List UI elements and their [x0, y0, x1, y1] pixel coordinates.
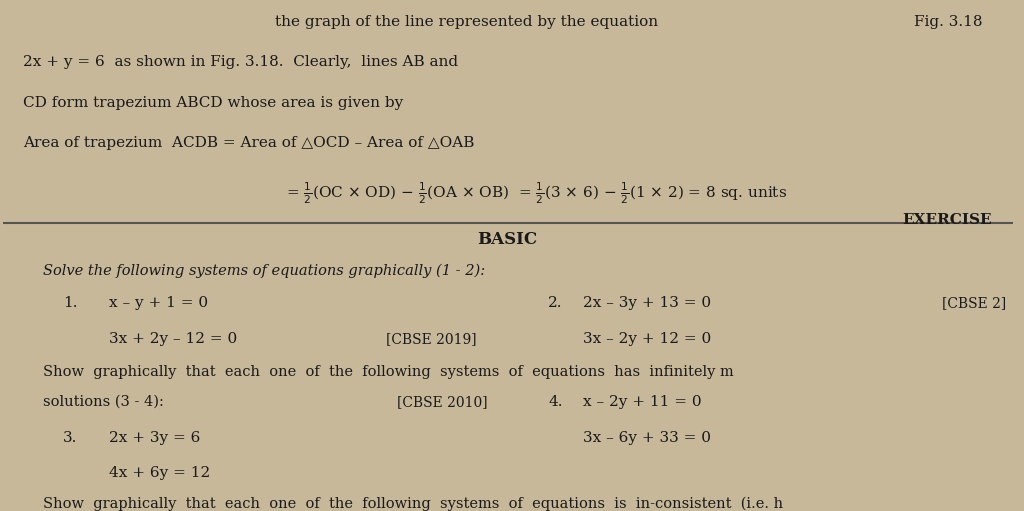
- Text: 2x + 3y = 6: 2x + 3y = 6: [109, 431, 200, 445]
- Text: 2x – 3y + 13 = 0: 2x – 3y + 13 = 0: [584, 296, 712, 310]
- Text: CD form trapezium ABCD whose area is given by: CD form trapezium ABCD whose area is giv…: [23, 96, 403, 110]
- Text: x – y + 1 = 0: x – y + 1 = 0: [109, 296, 208, 310]
- Text: Area of trapezium  ACDB = Area of △OCD – Area of △OAB: Area of trapezium ACDB = Area of △OCD – …: [23, 136, 474, 150]
- Text: 3.: 3.: [63, 431, 78, 445]
- Text: the graph of the line represented by the equation: the graph of the line represented by the…: [275, 15, 658, 29]
- Text: Show  graphically  that  each  one  of  the  following  systems  of  equations  : Show graphically that each one of the fo…: [43, 496, 783, 510]
- Text: Solve the following systems of equations graphically (1 - 2):: Solve the following systems of equations…: [43, 264, 485, 278]
- Text: Show  graphically  that  each  one  of  the  following  systems  of  equations  : Show graphically that each one of the fo…: [43, 365, 734, 379]
- Text: 2x + y = 6  as shown in Fig. 3.18.  Clearly,  lines AB and: 2x + y = 6 as shown in Fig. 3.18. Clearl…: [23, 55, 458, 69]
- Text: 4x + 6y = 12: 4x + 6y = 12: [109, 466, 210, 480]
- Text: 3x + 2y – 12 = 0: 3x + 2y – 12 = 0: [109, 333, 237, 346]
- Text: 3x – 6y + 33 = 0: 3x – 6y + 33 = 0: [584, 431, 712, 445]
- Text: 1.: 1.: [63, 296, 78, 310]
- Text: x – 2y + 11 = 0: x – 2y + 11 = 0: [584, 395, 702, 409]
- Text: 3x – 2y + 12 = 0: 3x – 2y + 12 = 0: [584, 333, 712, 346]
- Text: [CBSE 2]: [CBSE 2]: [942, 296, 1007, 310]
- Text: [CBSE 2019]: [CBSE 2019]: [386, 333, 477, 346]
- Text: 4.: 4.: [548, 395, 562, 409]
- Text: EXERCISE: EXERCISE: [903, 213, 992, 227]
- Text: BASIC: BASIC: [477, 231, 538, 248]
- Text: 2.: 2.: [548, 296, 562, 310]
- Text: Fig. 3.18: Fig. 3.18: [913, 15, 982, 29]
- Text: = $\frac{1}{2}$(OC $\times$ OD) $-$ $\frac{1}{2}$(OA $\times$ OB)  = $\frac{1}{2: = $\frac{1}{2}$(OC $\times$ OD) $-$ $\fr…: [286, 181, 786, 206]
- Text: solutions (3 - 4):: solutions (3 - 4):: [43, 395, 164, 409]
- Text: [CBSE 2010]: [CBSE 2010]: [396, 395, 487, 409]
